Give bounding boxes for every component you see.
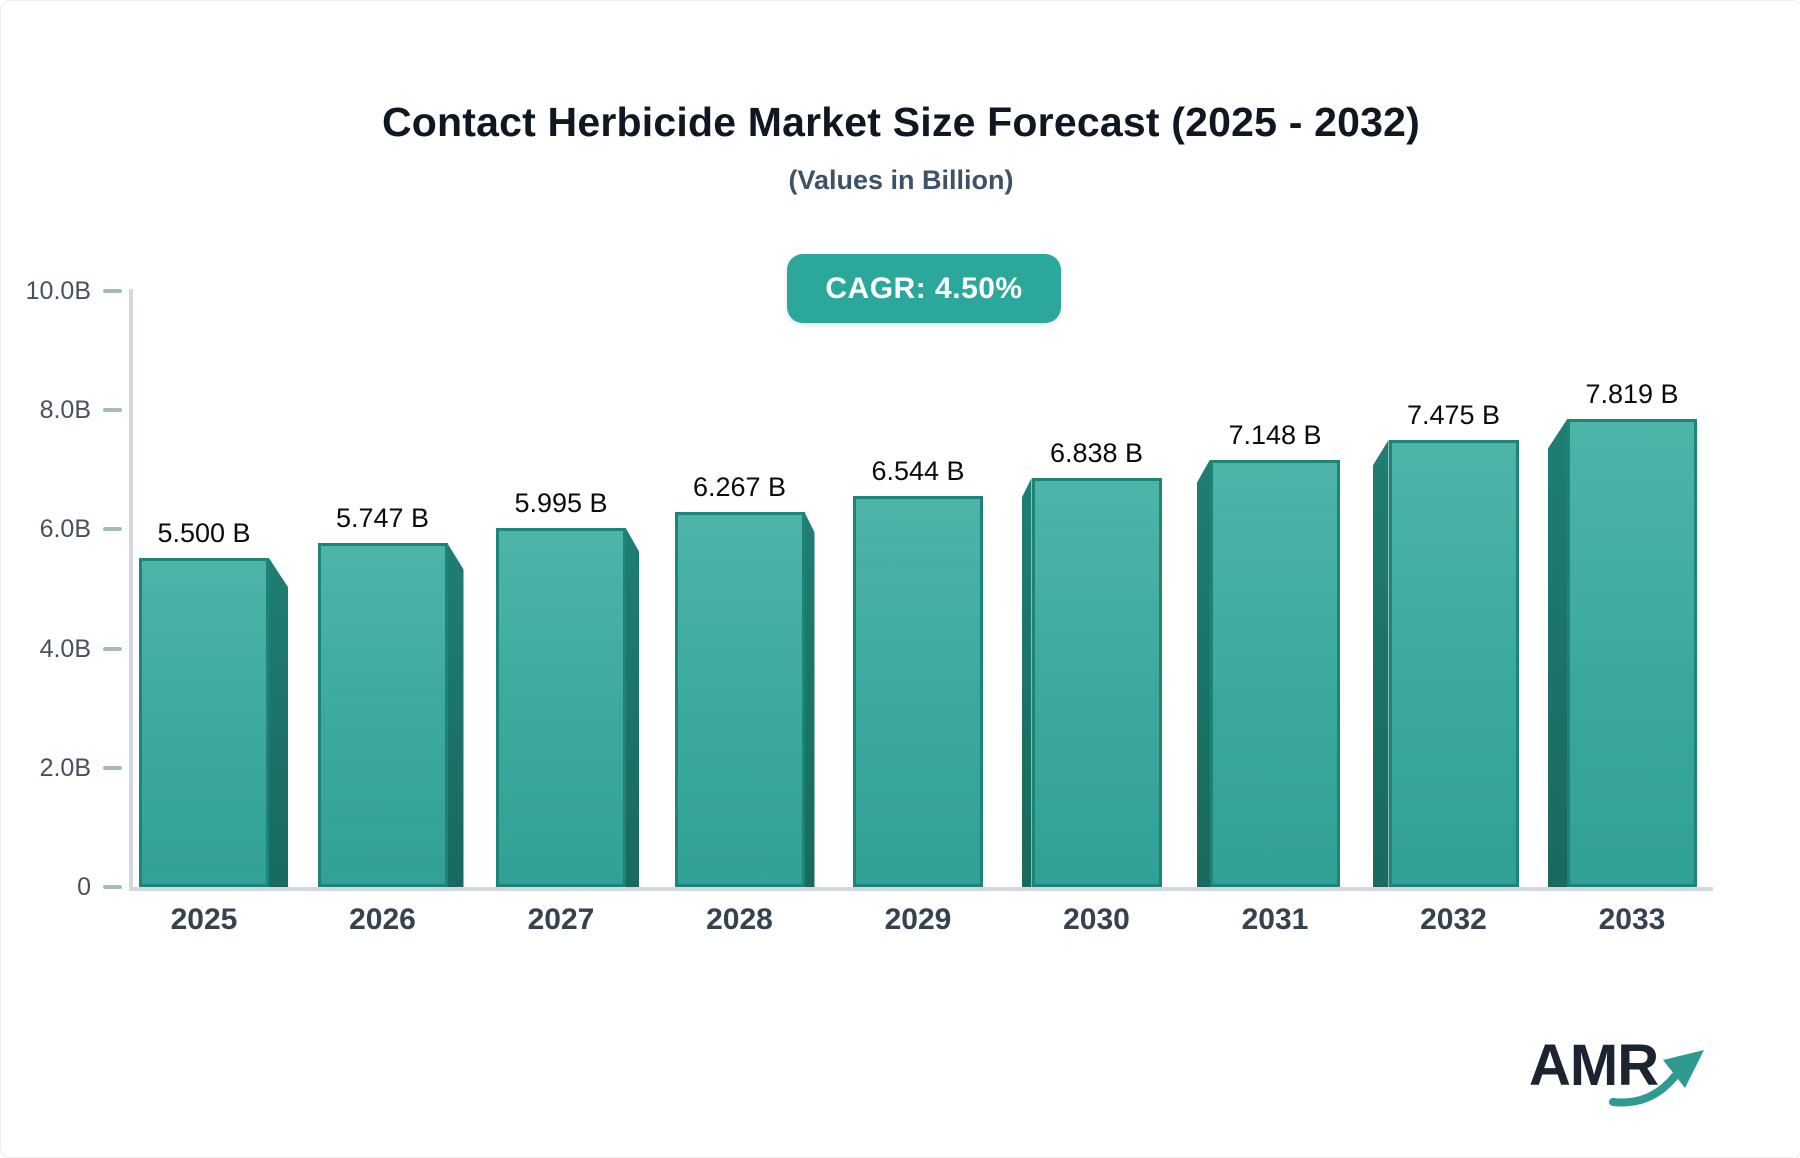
bar-value-label: 6.838 B — [1049, 438, 1144, 469]
x-axis-label: 2031 — [1241, 903, 1309, 936]
bar-side-face — [269, 558, 288, 887]
bar-side-face — [1372, 439, 1389, 887]
chart-title: Contact Herbicide Market Size Forecast (… — [381, 99, 1421, 145]
x-axis-label: 2033 — [1598, 903, 1666, 936]
y-axis-tick-dash — [103, 646, 122, 651]
amr-logo: AMR — [1521, 1026, 1731, 1121]
bar-value-label: 7.819 B — [1585, 379, 1679, 410]
bar-front-face — [1388, 439, 1519, 887]
bar-value-label: 6.544 B — [871, 455, 965, 486]
x-axis-line — [129, 887, 1713, 891]
y-axis-tick-label: 10.0B — [25, 277, 91, 305]
cagr-badge: CAGR: 4.50% — [787, 254, 1061, 323]
bar-side-face — [1021, 478, 1032, 887]
y-axis-line — [129, 289, 133, 891]
y-axis-tick-dash — [103, 527, 122, 532]
bar-value-label: 6.267 B — [692, 472, 787, 503]
y-axis-tick-label: 8.0B — [39, 396, 91, 425]
bar-value-label: 7.475 B — [1406, 399, 1501, 430]
growth-arrow-icon — [1609, 1050, 1704, 1107]
y-axis-tick-dash — [103, 765, 122, 770]
bar-2031 — [1197, 459, 1340, 887]
bar-value-label: 7.148 B — [1228, 419, 1322, 450]
bar-front-face — [1567, 419, 1697, 887]
x-axis-label: 2029 — [884, 903, 952, 936]
bar-front-face — [1031, 478, 1162, 887]
cagr-badge-label: CAGR: 4.50% — [825, 271, 1023, 305]
bar-2030 — [1021, 478, 1162, 887]
bar-value-label: 5.995 B — [514, 488, 608, 519]
bar-2028 — [674, 512, 815, 887]
y-axis-tick-label: 4.0B — [39, 634, 91, 663]
bar-side-face — [447, 543, 464, 887]
y-axis-tick-label: 2.0B — [39, 753, 91, 782]
bar-front-face — [674, 512, 805, 887]
x-axis-label: 2026 — [349, 903, 416, 936]
bar-front-face — [317, 543, 448, 887]
bar-value-label: 5.500 B — [157, 518, 251, 549]
bar-value-label: 5.747 B — [335, 503, 430, 534]
x-axis-label: 2025 — [170, 903, 238, 936]
bar-2025 — [139, 558, 288, 887]
bar-2026 — [317, 543, 464, 887]
bar-side-face — [804, 512, 815, 887]
y-axis-tick-dash — [103, 408, 122, 413]
y-axis-tick-label: 0 — [77, 873, 91, 901]
bar-2032 — [1372, 439, 1519, 887]
chart-subtitle: (Values in Billion) — [788, 165, 1014, 195]
bar-side-face — [626, 528, 639, 887]
y-axis-tick-dash — [103, 289, 122, 293]
bar-front-face — [139, 558, 269, 887]
x-axis-label: 2027 — [527, 903, 595, 936]
amr-logo-text: AMR — [1529, 1033, 1659, 1098]
bar-front-face — [1210, 459, 1340, 887]
bar-side-face — [1548, 419, 1567, 887]
y-axis-tick-label: 6.0B — [39, 515, 91, 544]
x-axis-label: 2030 — [1063, 903, 1130, 936]
bar-front-face — [496, 528, 626, 887]
x-axis-label: 2032 — [1420, 903, 1487, 936]
x-axis-label: 2028 — [706, 903, 773, 936]
bar-2029 — [853, 495, 983, 887]
bar-side-face — [1197, 459, 1210, 887]
y-axis-tick-dash — [103, 885, 122, 889]
bar-2027 — [496, 528, 639, 887]
bar-front-face — [853, 495, 983, 887]
bar-2033 — [1548, 419, 1697, 887]
